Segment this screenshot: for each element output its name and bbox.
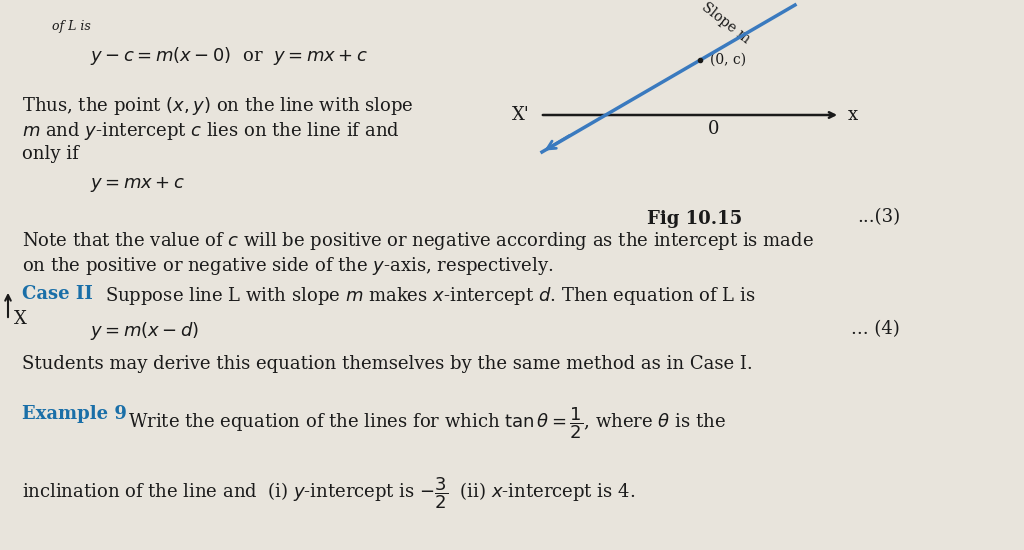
Text: $y = m(x - d)$: $y = m(x - d)$ bbox=[90, 320, 200, 342]
Text: X: X bbox=[14, 310, 27, 328]
Text: x: x bbox=[848, 106, 858, 124]
Text: $m$ and $y$-intercept $c$ lies on the line if and: $m$ and $y$-intercept $c$ lies on the li… bbox=[22, 120, 399, 142]
Text: $y = mx +c$: $y = mx +c$ bbox=[90, 175, 185, 194]
Text: only if: only if bbox=[22, 145, 79, 163]
Text: on the positive or negative side of the $y$-axis, respectively.: on the positive or negative side of the … bbox=[22, 255, 553, 277]
Text: ...(3): ...(3) bbox=[857, 208, 900, 226]
Text: (0, c): (0, c) bbox=[710, 53, 746, 67]
Text: Note that the value of $c$ will be positive or negative according as the interce: Note that the value of $c$ will be posit… bbox=[22, 230, 814, 252]
Text: Write the equation of the lines for which $\tan\theta = \dfrac{1}{2}$, where $\t: Write the equation of the lines for whic… bbox=[128, 405, 726, 441]
Text: Slope m: Slope m bbox=[698, 1, 753, 47]
Text: Thus, the point $(x, y)$ on the line with slope: Thus, the point $(x, y)$ on the line wit… bbox=[22, 95, 414, 117]
Text: Case II: Case II bbox=[22, 285, 93, 303]
Text: Fig 10.15: Fig 10.15 bbox=[647, 210, 742, 228]
Text: 0: 0 bbox=[708, 120, 720, 138]
Text: $y-c=m(x-0)$  or  $y=mx+c$: $y-c=m(x-0)$ or $y=mx+c$ bbox=[90, 45, 368, 67]
Text: of L is: of L is bbox=[52, 20, 91, 33]
Text: inclination of the line and  (i) $y$-intercept is $-\dfrac{3}{2}$  (ii) $x$-inte: inclination of the line and (i) $y$-inte… bbox=[22, 475, 635, 510]
Text: Suppose line L with slope $m$ makes $x$-intercept $d$. Then equation of L is: Suppose line L with slope $m$ makes $x$-… bbox=[105, 285, 756, 307]
Text: ... (4): ... (4) bbox=[851, 320, 900, 338]
Text: X': X' bbox=[512, 106, 530, 124]
Text: Example 9: Example 9 bbox=[22, 405, 127, 423]
Text: Students may derive this equation themselves by the same method as in Case I.: Students may derive this equation themse… bbox=[22, 355, 753, 373]
